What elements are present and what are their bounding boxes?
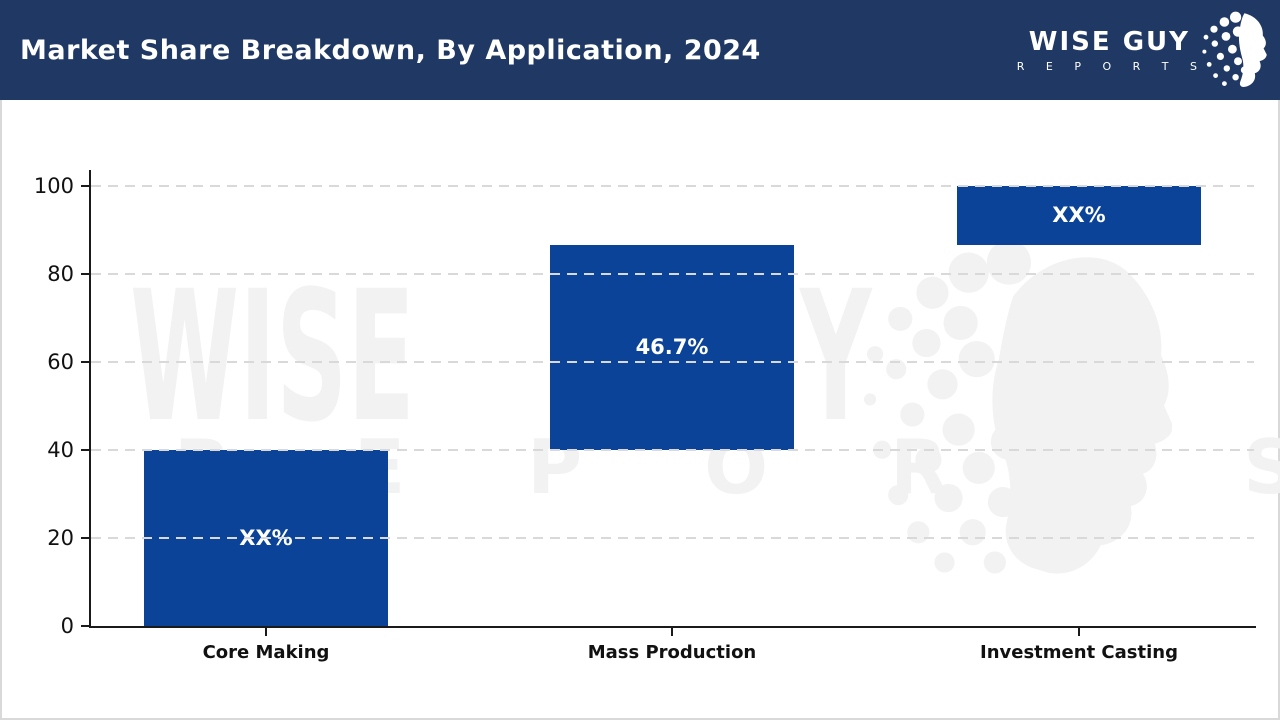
gridline-80 (91, 273, 1254, 275)
y-tick-label-40: 40 (47, 438, 74, 462)
gridline-60 (91, 361, 1254, 363)
bar-value-label-2: XX% (1052, 203, 1106, 228)
x-tick-mark-2 (1078, 628, 1080, 636)
y-tick-mark-40 (81, 449, 89, 451)
y-tick-label-60: 60 (47, 350, 74, 374)
watermark-text-y: Y (800, 253, 872, 462)
y-tick-label-20: 20 (47, 526, 74, 550)
y-tick-mark-80 (81, 273, 89, 275)
logo-text: WISE GUY R E P O R T S (1013, 27, 1206, 73)
y-tick-mark-0 (81, 625, 89, 627)
logo-face-icon (1202, 11, 1267, 87)
watermark-text-wise: WISE (130, 253, 415, 462)
x-axis-line (89, 626, 1256, 628)
wise-guy-reports-logo: WISE GUY R E P O R T S (1013, 6, 1270, 94)
gridline-40 (91, 449, 1254, 451)
header-bar: Market Share Breakdown, By Application, … (0, 0, 1280, 100)
y-tick-mark-60 (81, 361, 89, 363)
y-tick-label-80: 80 (47, 262, 74, 286)
bar-value-label-1: 46.7% (635, 335, 709, 360)
watermark-face-icon (864, 240, 1172, 574)
y-axis-line (89, 170, 91, 628)
x-tick-mark-1 (671, 628, 673, 636)
y-tick-mark-100 (81, 185, 89, 187)
x-tick-mark-0 (265, 628, 267, 636)
logo-brand-subtitle: R E P O R T S (1016, 60, 1206, 73)
x-tick-label-0: Core Making (202, 642, 330, 663)
bar-segment-2: XX% (957, 186, 1201, 245)
chart-area: WISE GU Y R E P O R T S 020406080100Core… (0, 100, 1280, 720)
x-tick-label-2: Investment Casting (980, 642, 1178, 663)
chart-title: Market Share Breakdown, By Application, … (20, 34, 761, 66)
logo-brand-name: WISE GUY (1028, 27, 1190, 57)
gridline-100 (91, 185, 1254, 187)
y-tick-mark-20 (81, 537, 89, 539)
bar-segment-1: 46.7% (550, 244, 794, 450)
y-tick-label-100: 100 (33, 174, 74, 198)
x-tick-label-1: Mass Production (587, 642, 757, 663)
gridline-20 (91, 537, 1254, 539)
y-tick-label-0: 0 (60, 614, 74, 638)
